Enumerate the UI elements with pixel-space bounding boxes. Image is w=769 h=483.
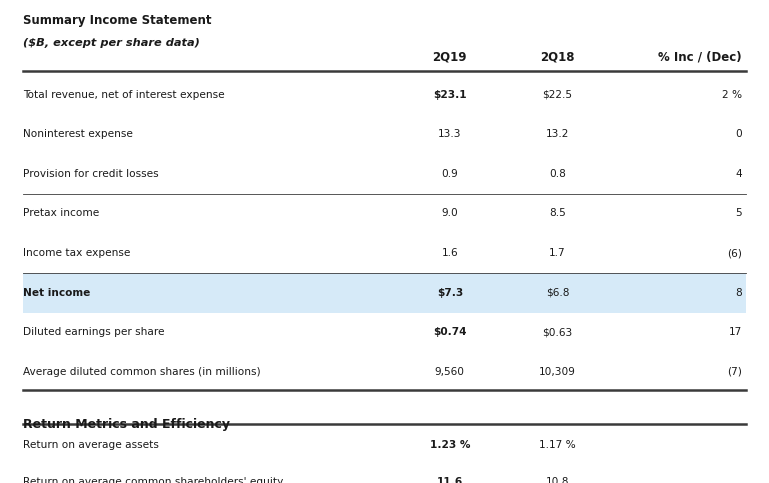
Text: 2 %: 2 % [722, 90, 742, 99]
Text: (7): (7) [727, 367, 742, 377]
Text: 5: 5 [735, 209, 742, 218]
Text: ($B, except per share data): ($B, except per share data) [23, 38, 200, 48]
Text: Return on average common shareholders' equity: Return on average common shareholders' e… [23, 477, 284, 483]
Text: 2Q19: 2Q19 [433, 51, 467, 64]
Text: Summary Income Statement: Summary Income Statement [23, 14, 211, 28]
Text: 10,309: 10,309 [539, 367, 576, 377]
Text: Noninterest expense: Noninterest expense [23, 129, 133, 139]
Text: 1.17 %: 1.17 % [539, 440, 576, 450]
Text: Total revenue, net of interest expense: Total revenue, net of interest expense [23, 90, 225, 99]
Text: $0.74: $0.74 [433, 327, 467, 337]
FancyBboxPatch shape [23, 273, 746, 313]
Text: 1.7: 1.7 [549, 248, 566, 258]
Text: 10.8: 10.8 [546, 477, 569, 483]
Text: Return on average assets: Return on average assets [23, 440, 159, 450]
Text: Average diluted common shares (in millions): Average diluted common shares (in millio… [23, 367, 261, 377]
Text: Net income: Net income [23, 288, 91, 298]
Text: $6.8: $6.8 [546, 288, 569, 298]
Text: $7.3: $7.3 [437, 288, 463, 298]
Text: $23.1: $23.1 [433, 90, 467, 99]
Text: Return Metrics and Efficiency: Return Metrics and Efficiency [23, 418, 230, 431]
Text: (6): (6) [727, 248, 742, 258]
Text: 13.2: 13.2 [546, 129, 569, 139]
Text: 9,560: 9,560 [434, 367, 465, 377]
Text: 1.6: 1.6 [441, 248, 458, 258]
Text: 11.6: 11.6 [437, 477, 463, 483]
Text: 0.9: 0.9 [441, 169, 458, 179]
Text: Income tax expense: Income tax expense [23, 248, 131, 258]
Text: Pretax income: Pretax income [23, 209, 99, 218]
Text: $22.5: $22.5 [542, 90, 573, 99]
Text: 8: 8 [735, 288, 742, 298]
Text: $0.63: $0.63 [542, 327, 573, 337]
Text: 8.5: 8.5 [549, 209, 566, 218]
Text: 4: 4 [735, 169, 742, 179]
Text: Diluted earnings per share: Diluted earnings per share [23, 327, 165, 337]
Text: 1.23 %: 1.23 % [430, 440, 470, 450]
Text: 2Q18: 2Q18 [541, 51, 574, 64]
Text: % Inc / (Dec): % Inc / (Dec) [658, 51, 742, 64]
Text: 13.3: 13.3 [438, 129, 461, 139]
Text: 0: 0 [735, 129, 742, 139]
Text: Provision for credit losses: Provision for credit losses [23, 169, 158, 179]
Text: 0.8: 0.8 [549, 169, 566, 179]
Text: 9.0: 9.0 [441, 209, 458, 218]
Text: 17: 17 [729, 327, 742, 337]
